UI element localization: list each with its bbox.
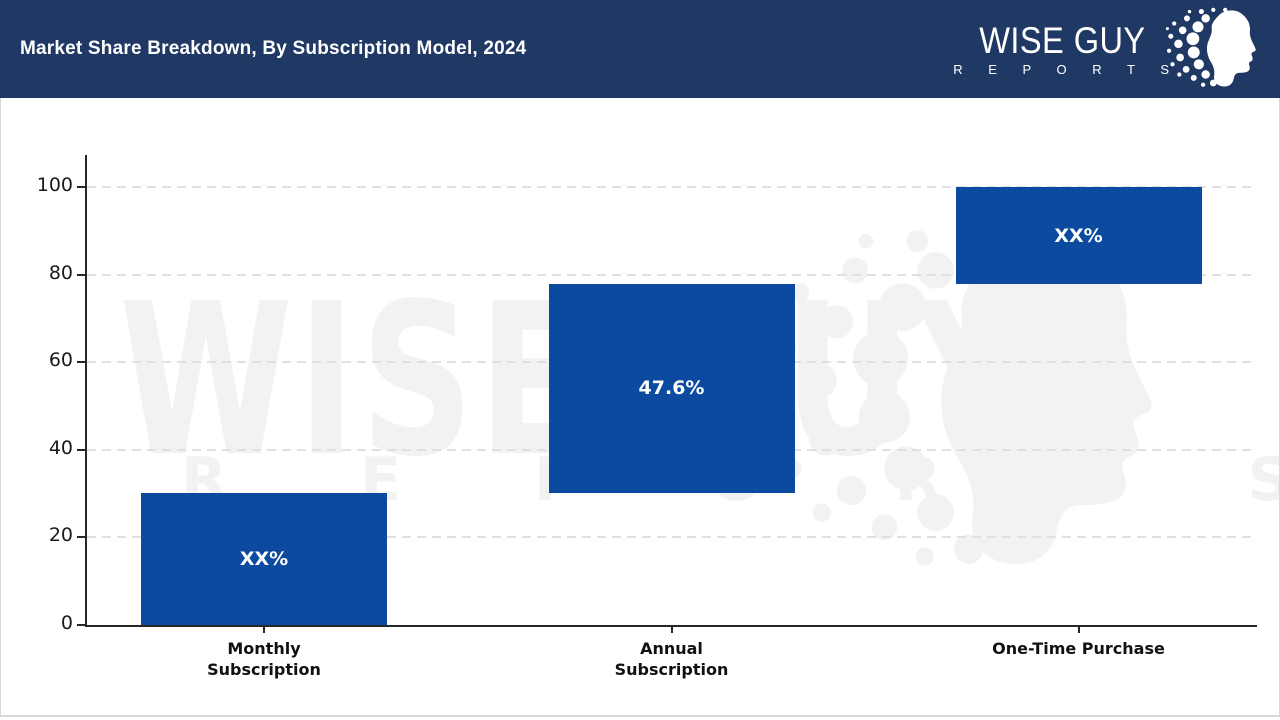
wiseguy-logo-name: WISE GUY <box>979 19 1146 61</box>
bar-value-label: XX% <box>239 547 289 570</box>
y-tick-label: 0 <box>60 612 73 634</box>
x-axis-tick <box>670 627 673 633</box>
y-tick-label: 20 <box>48 524 73 547</box>
y-gridline <box>87 186 1255 188</box>
x-tick-label-line: Monthly <box>227 639 301 658</box>
wiseguy-logo-text: WISE GUY R E P O R T S <box>945 22 1180 77</box>
y-tick-label: 40 <box>48 436 73 459</box>
wiseguy-logo: WISE GUY R E P O R T S <box>945 6 1266 92</box>
x-axis-tick <box>263 627 265 633</box>
y-axis-tick <box>77 536 85 539</box>
y-tick-label: 100 <box>36 174 73 196</box>
y-gridline <box>87 273 1255 276</box>
header-bar: Market Share Breakdown, By Subscription … <box>0 0 1280 98</box>
y-gridline <box>87 536 1255 539</box>
plot-area: 0 20 40 60 80 100 XX% Monthly Subscription 47.6% A… <box>1 98 1279 715</box>
y-axis-tick <box>77 448 85 451</box>
y-axis-spine <box>85 155 87 627</box>
bar-one-time-purchase: XX% <box>955 187 1202 285</box>
y-tick-label: 80 <box>48 261 73 284</box>
x-tick-label-monthly-subscription: Monthly Subscription <box>104 638 424 680</box>
x-tick-label-annual-subscription: Annual Subscription <box>512 638 832 680</box>
y-axis-tick <box>77 624 85 626</box>
x-tick-label-one-time-purchase: One-Time Purchase <box>919 638 1239 659</box>
x-tick-label-line: Subscription <box>207 660 321 679</box>
y-tick-label: 60 <box>48 349 73 372</box>
bar-annual-subscription: 47.6% <box>548 284 795 493</box>
wiseguy-logo-sub: R E P O R T S <box>953 61 1180 77</box>
chart-title: Market Share Breakdown, By Subscription … <box>20 38 527 59</box>
chart-canvas: WISE GUY R E P O R T S 020406080100XX%Mo… <box>0 98 1280 717</box>
bar-monthly-subscription: XX% <box>141 492 387 625</box>
x-axis-spine <box>85 625 1257 627</box>
y-axis-tick <box>77 361 85 364</box>
bar-value-label: 47.6% <box>638 377 705 400</box>
x-axis-tick <box>1077 627 1080 633</box>
y-axis-tick <box>77 186 85 188</box>
bar-value-label: XX% <box>1054 224 1103 247</box>
x-tick-label-line: Subscription <box>614 660 729 679</box>
x-tick-label-line: Annual <box>640 639 703 658</box>
y-axis-tick <box>77 273 85 276</box>
x-tick-label-line: One-Time Purchase <box>992 639 1165 658</box>
